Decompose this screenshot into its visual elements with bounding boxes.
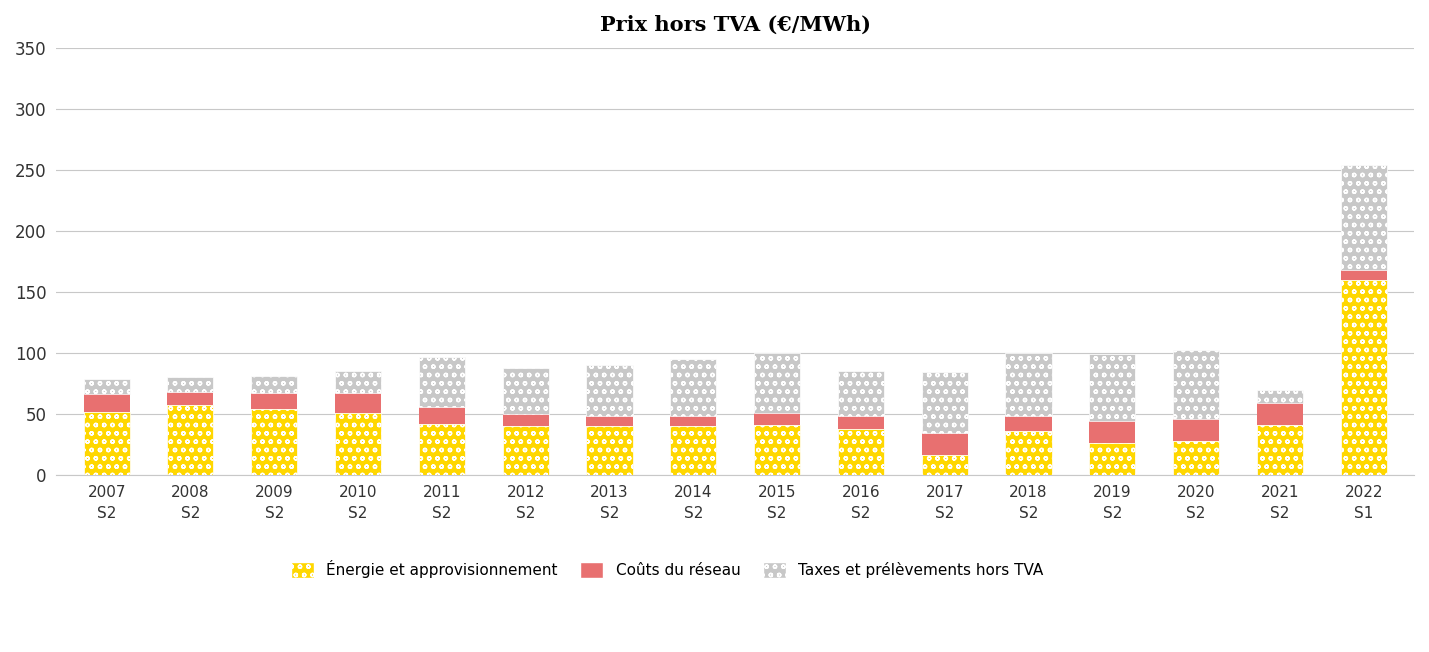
Bar xyxy=(586,426,633,475)
Bar xyxy=(837,417,885,428)
Bar xyxy=(755,413,800,425)
Bar xyxy=(837,428,885,475)
Bar xyxy=(1340,270,1386,280)
Bar xyxy=(922,456,967,475)
Bar xyxy=(1258,389,1303,403)
Bar xyxy=(1173,419,1219,441)
Bar xyxy=(1340,165,1386,270)
Bar xyxy=(1173,351,1219,419)
Bar xyxy=(1089,354,1136,421)
Bar xyxy=(922,372,967,434)
Bar xyxy=(83,394,130,411)
Bar xyxy=(334,393,382,413)
Bar xyxy=(837,371,885,417)
Bar xyxy=(922,434,967,456)
Bar xyxy=(670,417,716,426)
Bar xyxy=(503,414,549,426)
Bar xyxy=(755,425,800,475)
Bar xyxy=(1006,431,1052,475)
Bar xyxy=(419,357,464,407)
Bar xyxy=(252,409,297,475)
Bar xyxy=(1089,443,1136,475)
Legend: Énergie et approvisionnement, Coûts du réseau, Taxes et prélèvements hors TVA: Énergie et approvisionnement, Coûts du r… xyxy=(292,561,1043,578)
Bar xyxy=(1173,441,1219,475)
Bar xyxy=(670,426,716,475)
Bar xyxy=(1258,403,1303,425)
Bar xyxy=(586,417,633,426)
Bar xyxy=(1340,280,1386,475)
Bar xyxy=(167,378,213,392)
Bar xyxy=(503,368,549,414)
Bar xyxy=(167,392,213,406)
Bar xyxy=(503,426,549,475)
Bar xyxy=(252,393,297,409)
Bar xyxy=(1006,417,1052,431)
Bar xyxy=(334,413,382,475)
Bar xyxy=(419,407,464,424)
Bar xyxy=(1258,425,1303,475)
Bar xyxy=(167,406,213,475)
Bar xyxy=(1006,353,1052,417)
Bar xyxy=(83,411,130,475)
Bar xyxy=(252,376,297,393)
Bar xyxy=(334,371,382,393)
Title: Prix hors TVA (€/MWh): Prix hors TVA (€/MWh) xyxy=(600,15,870,35)
Bar xyxy=(755,353,800,413)
Bar xyxy=(1089,421,1136,443)
Bar xyxy=(670,359,716,417)
Bar xyxy=(586,365,633,417)
Bar xyxy=(83,379,130,394)
Bar xyxy=(419,424,464,475)
